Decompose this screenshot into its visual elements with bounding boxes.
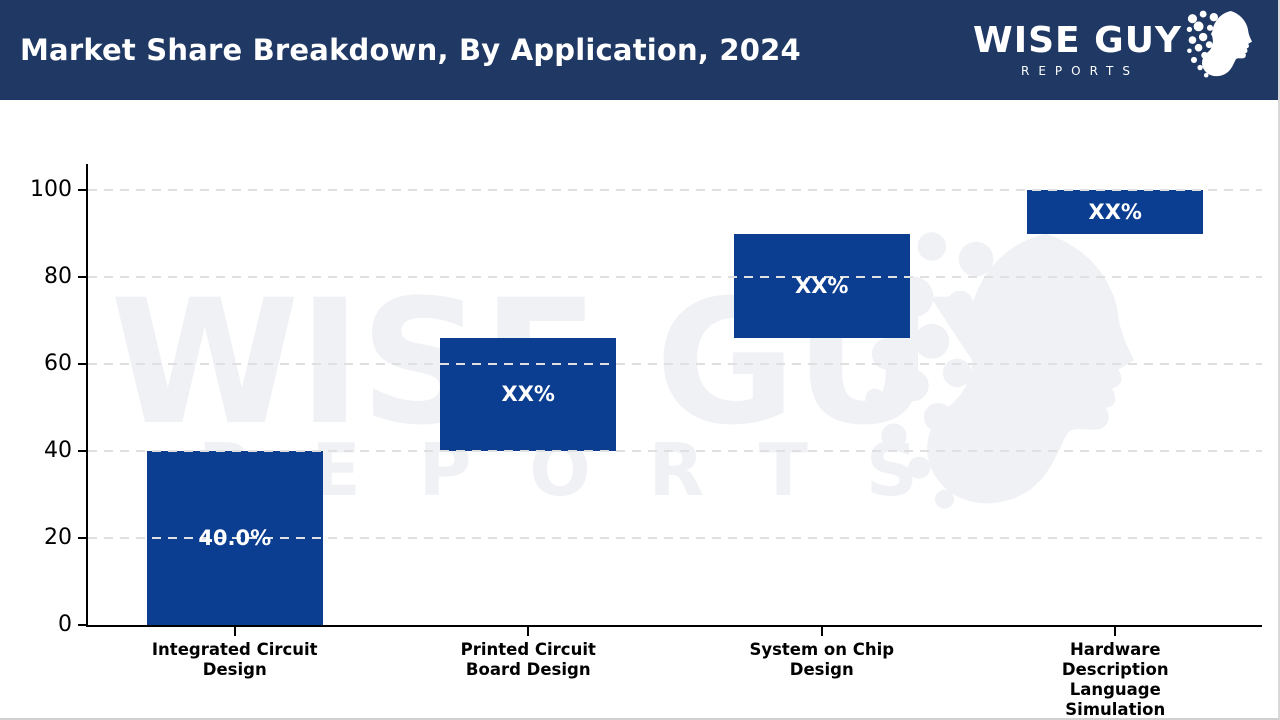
bar-label-3: XX%	[1088, 199, 1142, 224]
x-label-2: System on Chip Design	[697, 640, 947, 680]
gridline-80	[88, 276, 1262, 278]
y-tick-60	[78, 363, 88, 365]
x-label-line: Simulation	[1065, 700, 1166, 719]
x-label-line: Board Design	[465, 660, 591, 679]
y-tick-label-60: 60	[44, 351, 72, 376]
bar-label-2: XX%	[795, 273, 849, 298]
logo-subtext: REPORTS	[1020, 63, 1139, 78]
gridline-40	[88, 450, 1262, 452]
y-tick-20	[78, 537, 88, 539]
x-label-line: System on Chip	[749, 640, 895, 659]
wiseguy-logo: WISE GUY REPORTS	[973, 8, 1262, 92]
gridline-20	[88, 537, 1262, 539]
bar-label-1: XX%	[501, 382, 555, 407]
y-tick-100	[78, 189, 88, 191]
x-label-line: Integrated Circuit	[151, 640, 318, 659]
gridline-100	[88, 189, 1262, 191]
bar-label-0: 40.0%	[198, 526, 272, 550]
y-axis-line	[86, 164, 88, 627]
x-label-1: Printed Circuit Board Design	[403, 640, 653, 680]
page-title: Market Share Breakdown, By Application, …	[20, 33, 801, 67]
x-label-line: Design	[789, 660, 854, 679]
x-tick-3	[1114, 627, 1117, 636]
gridline-60	[88, 363, 1262, 365]
x-label-line: Description	[1061, 660, 1169, 679]
y-tick-80	[78, 276, 88, 278]
logo-text: WISE GUY REPORTS	[972, 19, 1182, 78]
x-label-line: Hardware	[1069, 640, 1161, 659]
x-label-line: Design	[202, 660, 267, 679]
x-tick-0	[233, 627, 236, 636]
x-axis-line	[86, 625, 1262, 627]
y-tick-40	[78, 450, 88, 452]
y-tick-label-80: 80	[44, 264, 72, 289]
x-tick-1	[527, 627, 530, 636]
logo-wordmark: WISE GUY	[972, 19, 1182, 61]
y-tick-label-100: 100	[30, 177, 72, 202]
x-label-3: Hardware Description Language Simulation	[990, 640, 1240, 719]
y-tick-label-0: 0	[58, 612, 72, 637]
x-label-line: Printed Circuit	[460, 640, 596, 659]
y-tick-0	[78, 624, 88, 626]
x-label-line: Language	[1069, 680, 1161, 699]
wiseguy-head-icon	[1186, 10, 1253, 78]
x-tick-2	[820, 627, 823, 636]
y-tick-label-40: 40	[44, 438, 72, 463]
bar-2	[733, 233, 910, 338]
bar-3	[1027, 190, 1204, 234]
bar-1	[440, 337, 617, 451]
x-label-0: Integrated Circuit Design	[110, 640, 360, 680]
y-tick-label-20: 20	[44, 525, 72, 550]
header: Market Share Breakdown, By Application, …	[0, 0, 1278, 100]
